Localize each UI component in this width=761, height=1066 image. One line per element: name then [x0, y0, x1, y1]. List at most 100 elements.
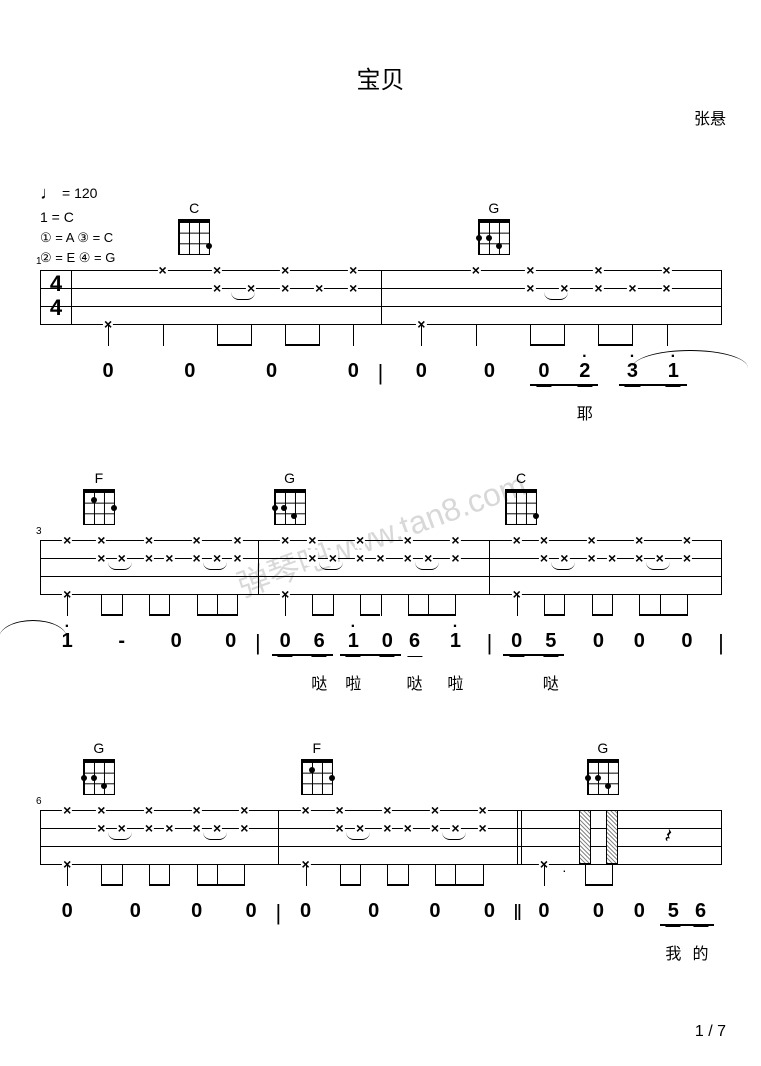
chord-grid: [83, 489, 115, 525]
tab-note: ×: [280, 262, 290, 278]
bar-number: 6: [36, 796, 42, 807]
jianpu-note: 1: [450, 630, 461, 653]
chord-name: C: [176, 200, 212, 216]
tab-note: ×: [144, 820, 154, 836]
lyric-syllable: 的: [693, 940, 709, 964]
tab-note: ×: [96, 820, 106, 836]
lyric-syllable: 哒: [311, 670, 327, 694]
tab-note: ×: [355, 532, 365, 548]
tab-note: ×: [661, 280, 671, 296]
tab-note: ×: [212, 280, 222, 296]
chord-grid: [505, 489, 537, 525]
tab-note: ×: [212, 262, 222, 278]
tab-note: ×: [593, 280, 603, 296]
tab-note: ×: [192, 550, 202, 566]
chord-diagram: F: [81, 470, 117, 525]
jianpu-note: 0: [593, 630, 604, 653]
tab-note: ×: [164, 820, 174, 836]
jianpu-barline: |: [275, 900, 281, 926]
tab-note: ×: [280, 280, 290, 296]
score-metadata: ♩ = 120 1 = C ① = A ③ = C ② = E ④ = G: [40, 180, 115, 267]
chord-diagram: C: [503, 470, 539, 525]
jianpu-note: 0: [300, 900, 311, 923]
chord-name: F: [299, 740, 335, 756]
jianpu-note: 0: [416, 360, 427, 383]
tab-note: ×: [382, 802, 392, 818]
jianpu-note: 0: [348, 360, 359, 383]
tab-note: ×: [471, 262, 481, 278]
tab-note: ×: [239, 802, 249, 818]
tab-note: ×: [512, 532, 522, 548]
tab-note: ×: [634, 532, 644, 548]
jianpu-note: 0: [171, 630, 182, 653]
jianpu-note: 1: [348, 630, 359, 653]
chord-name: F: [81, 470, 117, 486]
jianpu-note: 0: [62, 900, 73, 923]
tab-note: ×: [192, 820, 202, 836]
tab-staff: ×××××××××××××××××××××××××××𝄽·: [40, 810, 721, 865]
tab-note: ×: [62, 532, 72, 548]
lyric-syllable: 啦: [345, 670, 361, 694]
jianpu-barline: |: [487, 630, 493, 656]
jianpu-barline: |: [718, 630, 724, 656]
chord-diagram: G: [81, 740, 117, 795]
jianpu-note: 0: [634, 900, 645, 923]
jianpu-note: 0: [103, 360, 114, 383]
tab-note: ×: [335, 820, 345, 836]
jianpu-note: 6: [314, 630, 325, 653]
tab-note: ×: [144, 550, 154, 566]
tab-note: ×: [144, 532, 154, 548]
jianpu-barline: ‖: [513, 900, 520, 926]
tab-note: ×: [450, 532, 460, 548]
jianpu-barline: |: [255, 630, 261, 656]
tab-note: ×: [450, 550, 460, 566]
artist-name: 张悬: [694, 105, 726, 129]
tab-note: ×: [403, 550, 413, 566]
chord-grid: [301, 759, 333, 795]
tab-note: ×: [593, 262, 603, 278]
jianpu-note: 0: [130, 900, 141, 923]
tab-note: ×: [62, 802, 72, 818]
tab-note: ×: [539, 532, 549, 548]
tab-note: ×: [307, 550, 317, 566]
jianpu-note: 0: [681, 630, 692, 653]
jianpu-barline: |: [378, 360, 384, 386]
tab-staff: ×××××××××××××××××××××××××××××××××××××××: [40, 540, 721, 595]
tab-note: ×: [627, 280, 637, 296]
tab-note: ×: [314, 280, 324, 296]
tab-note: ×: [375, 550, 385, 566]
tab-note: ×: [164, 550, 174, 566]
strum-mark: [606, 810, 618, 864]
tab-note: ×: [403, 532, 413, 548]
jianpu-note: 0: [382, 630, 393, 653]
chord-diagram: C: [176, 200, 212, 255]
jianpu-note: 0: [484, 360, 495, 383]
tab-staff: 44××××××××××××××××××××: [40, 270, 721, 325]
rest-icon: 𝄽: [663, 826, 669, 849]
quarter-note-icon: ♩: [40, 180, 58, 207]
tab-note: ×: [430, 820, 440, 836]
jianpu-note: 0: [634, 630, 645, 653]
bar-number: 1: [36, 256, 42, 267]
jianpu-note: 0: [511, 630, 522, 653]
tab-note: ×: [634, 550, 644, 566]
tab-note: ×: [430, 802, 440, 818]
song-title: 宝贝: [0, 0, 761, 95]
tab-note: ×: [587, 532, 597, 548]
lyric-syllable: 我: [665, 940, 681, 964]
jianpu-note: 0: [429, 900, 440, 923]
jianpu-note: 5: [668, 900, 679, 923]
tab-note: ×: [682, 550, 692, 566]
tab-note: ×: [232, 550, 242, 566]
jianpu-note: 0: [191, 900, 202, 923]
tab-note: ×: [192, 802, 202, 818]
tab-note: ×: [307, 532, 317, 548]
page-indicator: 1 / 7: [695, 1023, 726, 1041]
tab-note: ×: [144, 802, 154, 818]
chord-name: G: [585, 740, 621, 756]
tab-note: ×: [96, 802, 106, 818]
chord-name: G: [272, 470, 308, 486]
jianpu-note: 5: [545, 630, 556, 653]
tab-note: ×: [192, 532, 202, 548]
tab-note: ×: [587, 550, 597, 566]
